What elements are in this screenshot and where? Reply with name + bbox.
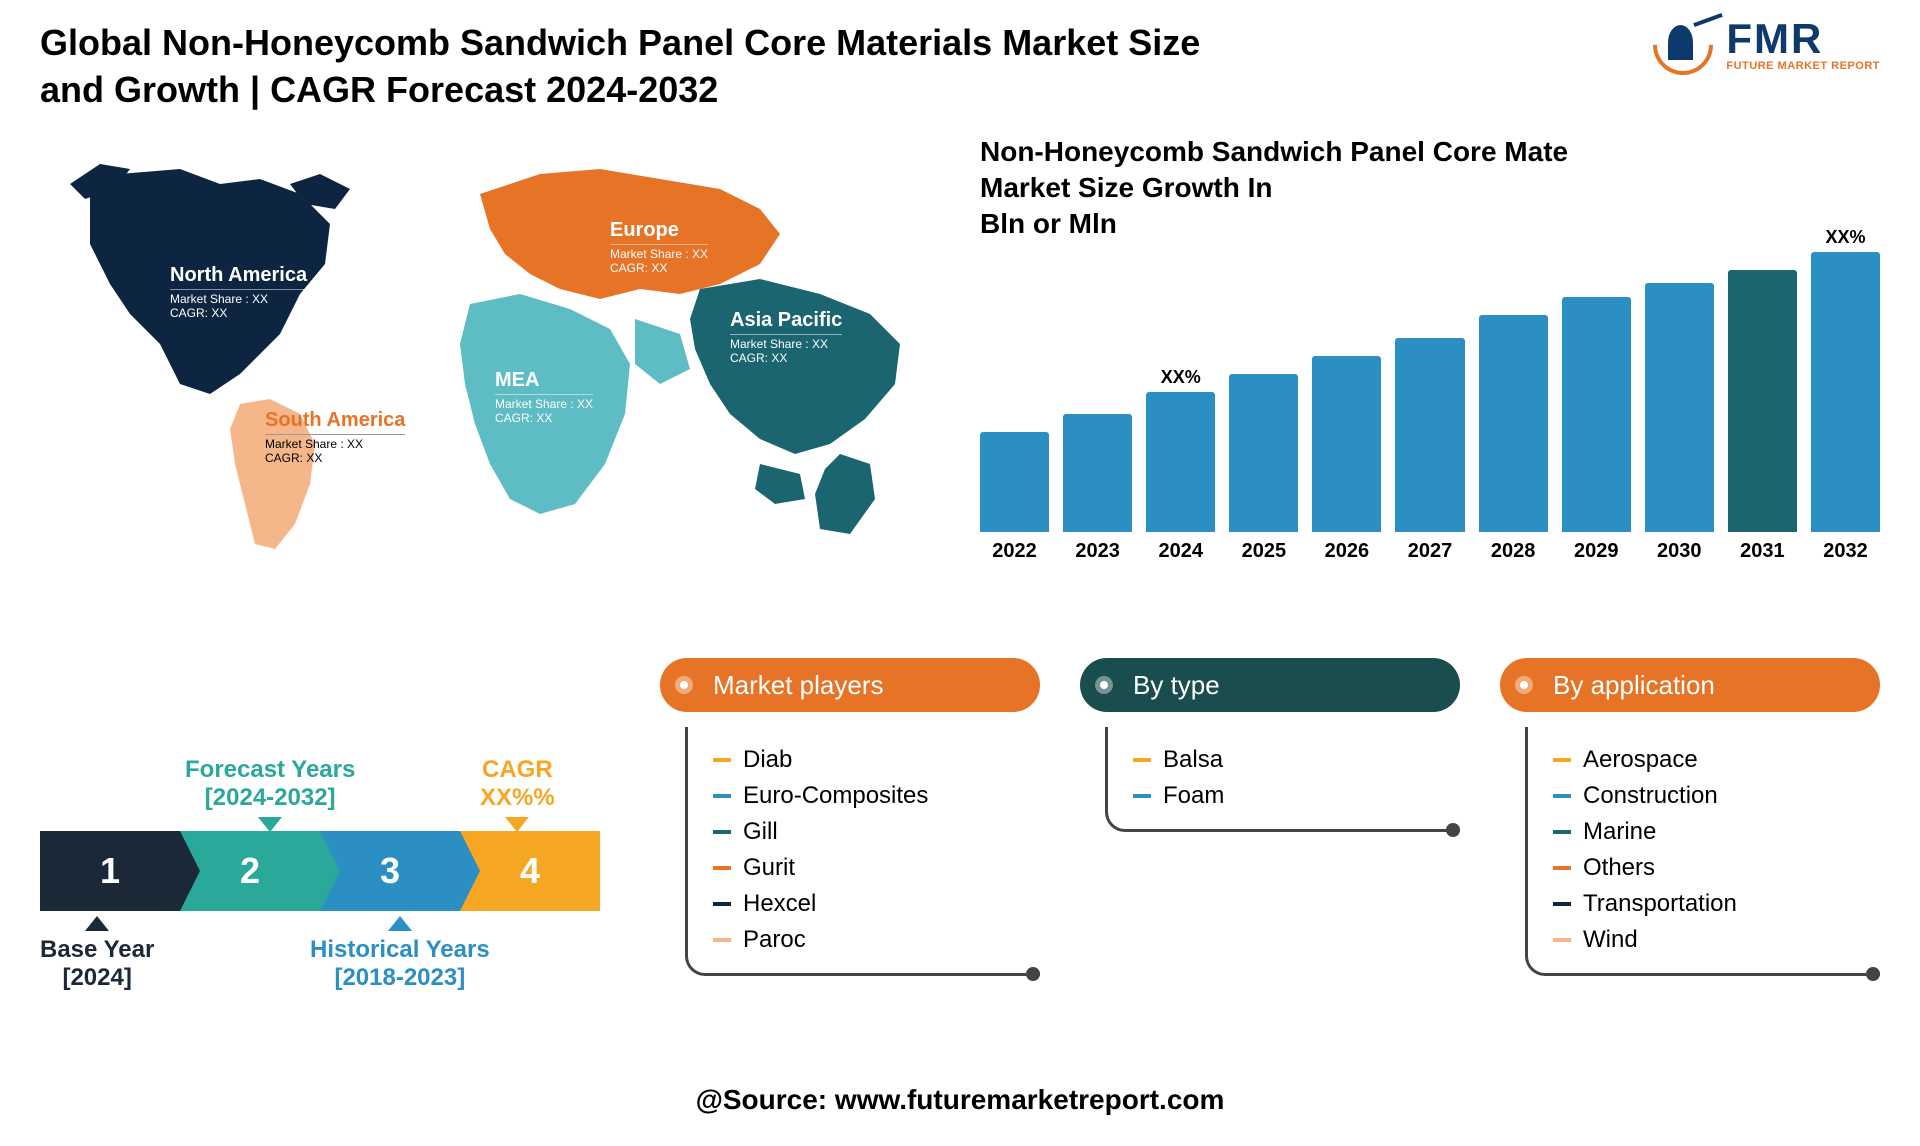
tl-cagr-label: CAGR XX%% [480, 756, 555, 832]
cat-header-app: By application [1500, 658, 1880, 712]
bar-2026: 2026 [1312, 356, 1381, 563]
cat-item: Gurit [713, 850, 1030, 886]
bar-2024: XX%2024 [1146, 392, 1215, 563]
cat-item: Hexcel [713, 886, 1030, 922]
tl-seg-2: 2 [180, 831, 320, 911]
bar-2028: 2028 [1479, 315, 1548, 563]
bar-2030: 2030 [1645, 283, 1714, 562]
growth-bar-chart: Non-Honeycomb Sandwich Panel Core Mate M… [960, 134, 1880, 564]
cat-item: Construction [1553, 778, 1870, 814]
page-title: Global Non-Honeycomb Sandwich Panel Core… [40, 20, 1240, 114]
category-by-application: By application AerospaceConstructionMari… [1500, 658, 1880, 976]
bar-2022: 2022 [980, 432, 1049, 562]
cat-item: Others [1553, 850, 1870, 886]
cat-item: Wind [1553, 922, 1870, 958]
cat-item: Aerospace [1553, 742, 1870, 778]
cat-item: Diab [713, 742, 1030, 778]
chart-title-l3: Bln or Mln [980, 206, 1880, 242]
category-by-type: By type BalsaFoam [1080, 658, 1460, 976]
cat-item: Gill [713, 814, 1030, 850]
tl-hist-label: Historical Years [2018-2023] [310, 916, 490, 992]
cat-item: Paroc [713, 922, 1030, 958]
logo-icon [1648, 10, 1718, 80]
chart-title-l2: Market Size Growth In [980, 170, 1880, 206]
bar-2029: 2029 [1562, 297, 1631, 563]
timeline-bar: 1 2 3 4 [40, 831, 600, 911]
region-label-na: North America Market Share : XX CAGR: XX [170, 264, 307, 320]
categories-section: Market players DiabEuro-CompositesGillGu… [660, 658, 1880, 976]
bar-2031: 2031 [1728, 270, 1797, 563]
fmr-logo: FMR FUTURE MARKET REPORT [1648, 10, 1880, 80]
tl-forecast-label: Forecast Years [2024-2032] [185, 756, 355, 832]
cat-header-type: By type [1080, 658, 1460, 712]
bar-2023: 2023 [1063, 414, 1132, 562]
bar-2025: 2025 [1229, 374, 1298, 563]
tl-base-label: Base Year [2024] [40, 916, 154, 992]
category-market-players: Market players DiabEuro-CompositesGillGu… [660, 658, 1040, 976]
logo-main-text: FMR [1726, 18, 1880, 60]
cat-item: Balsa [1133, 742, 1450, 778]
region-label-mea: MEA Market Share : XX CAGR: XX [495, 369, 593, 425]
timeline-infographic: Forecast Years [2024-2032] CAGR XX%% 1 2… [40, 756, 600, 1006]
bar-2032: XX%2032 [1811, 252, 1880, 563]
cat-item: Transportation [1553, 886, 1870, 922]
logo-sub-text: FUTURE MARKET REPORT [1726, 60, 1880, 72]
cat-item: Euro-Composites [713, 778, 1030, 814]
source-attribution: @Source: www.futuremarketreport.com [0, 1084, 1920, 1116]
cat-header-players: Market players [660, 658, 1040, 712]
cat-item: Marine [1553, 814, 1870, 850]
bar-2027: 2027 [1395, 338, 1464, 563]
region-label-ap: Asia Pacific Market Share : XX CAGR: XX [730, 309, 842, 365]
tl-seg-4: 4 [460, 831, 600, 911]
tl-seg-1: 1 [40, 831, 180, 911]
world-map: North America Market Share : XX CAGR: XX… [40, 134, 940, 564]
cat-item: Foam [1133, 778, 1450, 814]
region-label-eu: Europe Market Share : XX CAGR: XX [610, 219, 708, 275]
tl-seg-3: 3 [320, 831, 460, 911]
region-label-sa: South America Market Share : XX CAGR: XX [265, 409, 405, 465]
chart-title-l1: Non-Honeycomb Sandwich Panel Core Mate [980, 134, 1880, 170]
